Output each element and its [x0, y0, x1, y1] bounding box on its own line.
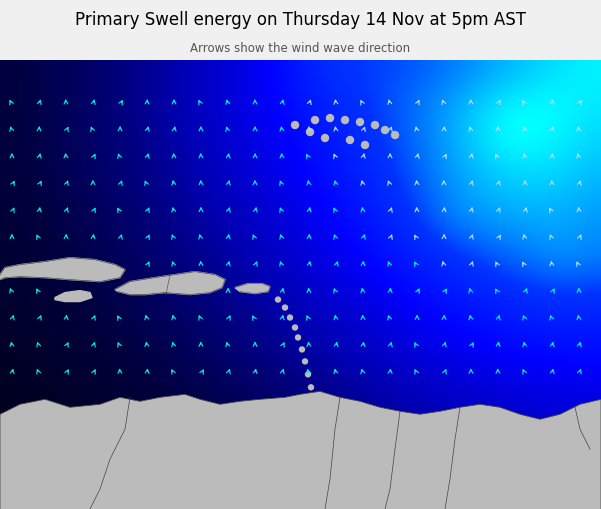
Polygon shape [0, 391, 601, 509]
Polygon shape [0, 258, 125, 282]
Circle shape [308, 385, 314, 390]
Circle shape [356, 119, 364, 126]
Circle shape [391, 132, 398, 139]
Circle shape [302, 359, 308, 364]
Circle shape [341, 117, 349, 124]
Circle shape [287, 316, 293, 320]
Text: Arrows show the wind wave direction: Arrows show the wind wave direction [191, 42, 410, 55]
Circle shape [305, 372, 311, 377]
Circle shape [296, 335, 300, 341]
Circle shape [311, 117, 319, 124]
Polygon shape [115, 272, 225, 295]
Circle shape [371, 122, 379, 129]
Text: Primary Swell energy on Thursday 14 Nov at 5pm AST: Primary Swell energy on Thursday 14 Nov … [75, 11, 526, 29]
Circle shape [299, 347, 305, 352]
Circle shape [291, 122, 299, 129]
Circle shape [307, 129, 314, 136]
Polygon shape [55, 291, 92, 302]
Circle shape [347, 137, 353, 144]
Circle shape [382, 127, 388, 134]
Circle shape [293, 325, 297, 330]
Circle shape [275, 297, 281, 302]
Circle shape [361, 142, 368, 149]
Circle shape [322, 135, 329, 142]
Polygon shape [235, 284, 270, 294]
Circle shape [282, 305, 287, 310]
Circle shape [326, 116, 334, 122]
